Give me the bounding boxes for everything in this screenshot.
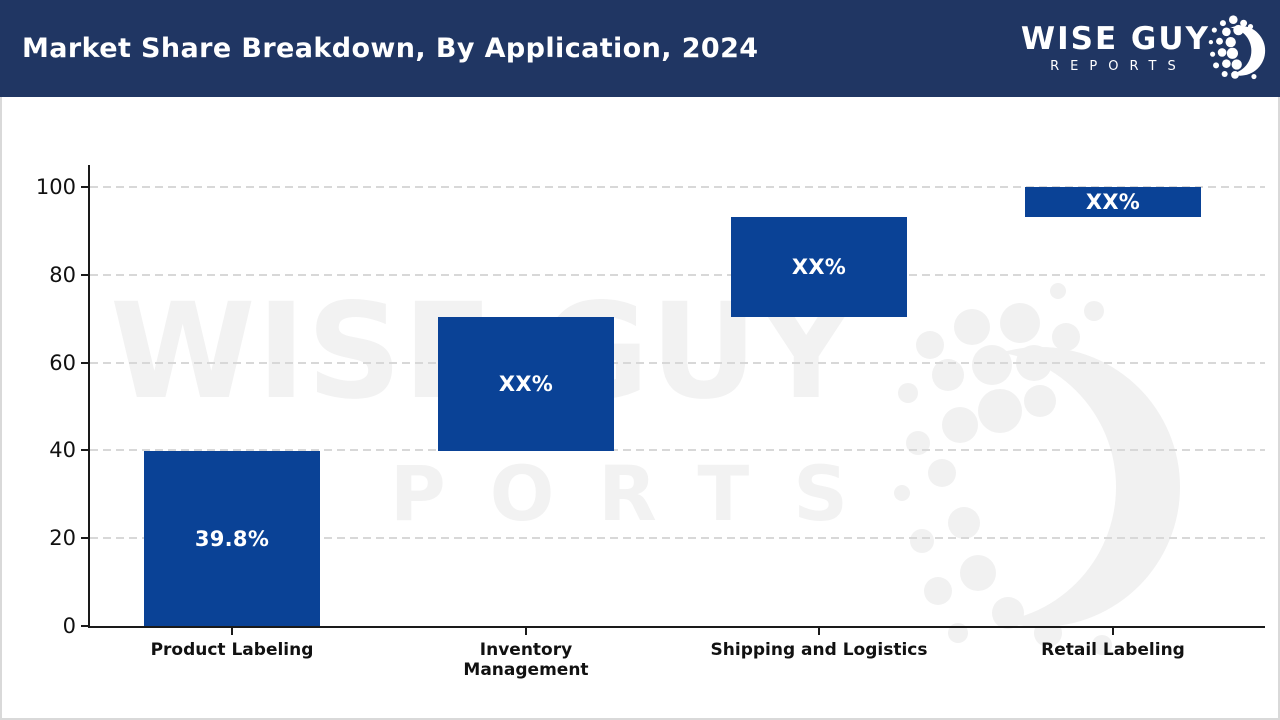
- logo-wordmark: WISE GUY: [1020, 21, 1210, 57]
- x-tickmark: [231, 627, 233, 635]
- y-tickmark: [81, 625, 90, 627]
- gridline: [90, 186, 1265, 188]
- bar-segment: XX%: [731, 216, 907, 317]
- y-tick-label: 20: [49, 526, 76, 551]
- page-title: Market Share Breakdown, By Application, …: [22, 33, 759, 64]
- y-tickmark: [81, 273, 90, 276]
- y-tickmark: [81, 537, 90, 540]
- y-tickmark: [81, 186, 90, 188]
- bar-segment: 39.8%: [144, 451, 320, 626]
- y-axis: [88, 165, 90, 628]
- x-category-label: Inventory Management: [463, 640, 589, 680]
- chart-canvas: WISE GUY PORTS 0 20 40 60 80 100 39.8% Product …: [0, 97, 1280, 720]
- bar-value-label: XX%: [498, 372, 554, 397]
- logo-face-icon: [1204, 14, 1266, 79]
- logo-text: WISE GUY REPORTS: [1020, 21, 1210, 74]
- bar-value-label: XX%: [791, 254, 847, 279]
- gridline: [90, 273, 1265, 276]
- x-tickmark: [525, 627, 527, 635]
- x-tickmark: [1112, 627, 1114, 635]
- x-category-label: Retail Labeling: [1041, 640, 1185, 660]
- y-tickmark: [81, 361, 90, 364]
- y-tick-label: 60: [49, 350, 76, 375]
- gridline: [90, 537, 1265, 540]
- x-axis: [88, 626, 1265, 628]
- y-tick-label: 40: [49, 438, 76, 463]
- x-category-label: Product Labeling: [150, 640, 314, 660]
- logo-subtitle: REPORTS: [1050, 59, 1187, 74]
- wise-guy-reports-logo: WISE GUY REPORTS: [1021, 10, 1266, 88]
- header: Market Share Breakdown, By Application, …: [0, 0, 1280, 97]
- bar-segment: XX%: [438, 316, 614, 452]
- y-tick-label: 100: [35, 175, 76, 199]
- plot-area: 0 20 40 60 80 100 39.8% Product Labeling XX% Inve…: [2, 97, 1278, 718]
- gridline: [90, 361, 1265, 364]
- x-category-label: Shipping and Logistics: [710, 640, 928, 660]
- gridline: [90, 449, 1265, 452]
- bar-segment: XX%: [1025, 187, 1201, 217]
- bar-value-label: XX%: [1085, 189, 1141, 214]
- x-tickmark: [818, 627, 820, 635]
- y-tick-label: 0: [62, 614, 76, 638]
- y-tick-label: 80: [49, 262, 76, 287]
- y-tickmark: [81, 449, 90, 452]
- bar-value-label: 39.8%: [194, 526, 270, 551]
